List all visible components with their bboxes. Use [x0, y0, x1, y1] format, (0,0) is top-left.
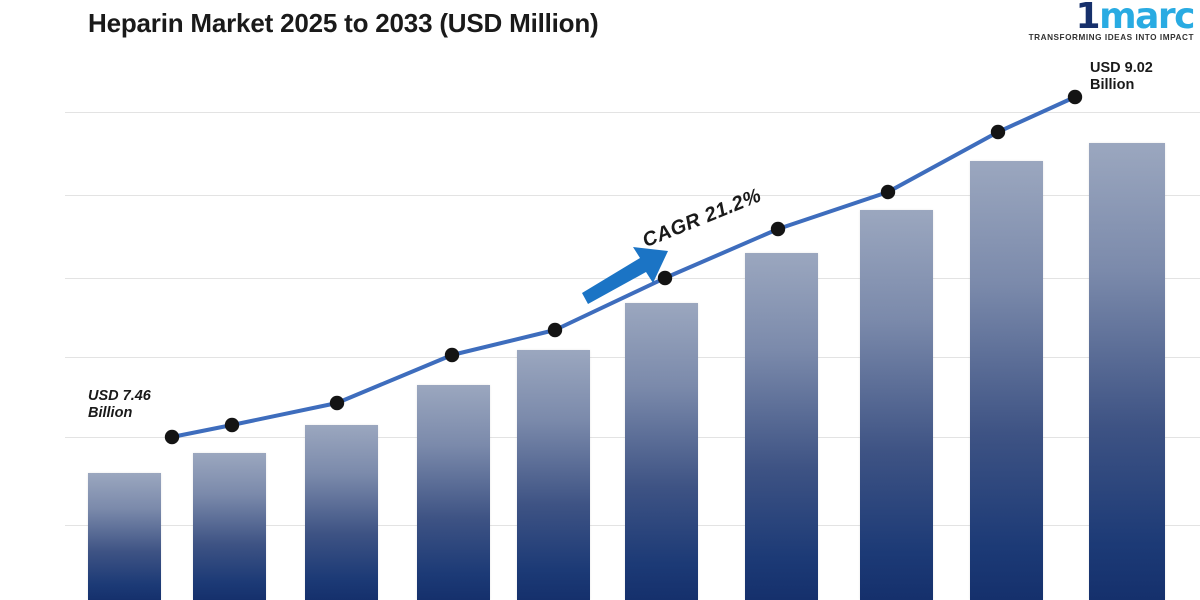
imarc-logo: 1marc TRANSFORMING IDEAS INTO IMPACT	[1014, 0, 1196, 44]
logo-mark-first: 1	[1075, 0, 1101, 37]
page-title: Heparin Market 2025 to 2033 (USD Million…	[88, 8, 599, 38]
gridline-0	[65, 112, 1200, 113]
bar-2033	[970, 161, 1043, 600]
start-value-callout: USD 7.46 Billion	[88, 388, 151, 421]
logo-wordmark: 1marc	[1014, 0, 1196, 35]
bar-2027	[305, 425, 378, 600]
logo-mark-rest: marc	[1099, 0, 1195, 37]
bar-2030	[625, 303, 698, 600]
bar-2025	[88, 473, 161, 600]
bar-10	[1089, 143, 1165, 600]
bar-2031	[745, 253, 818, 600]
bar-2032	[860, 210, 933, 600]
bar-2029	[517, 350, 590, 600]
logo-tagline: TRANSFORMING IDEAS INTO IMPACT	[1028, 33, 1194, 42]
end-value-callout: USD 9.02 Billion	[1090, 60, 1153, 93]
bar-2026	[193, 453, 266, 600]
bar-2028	[417, 385, 490, 600]
